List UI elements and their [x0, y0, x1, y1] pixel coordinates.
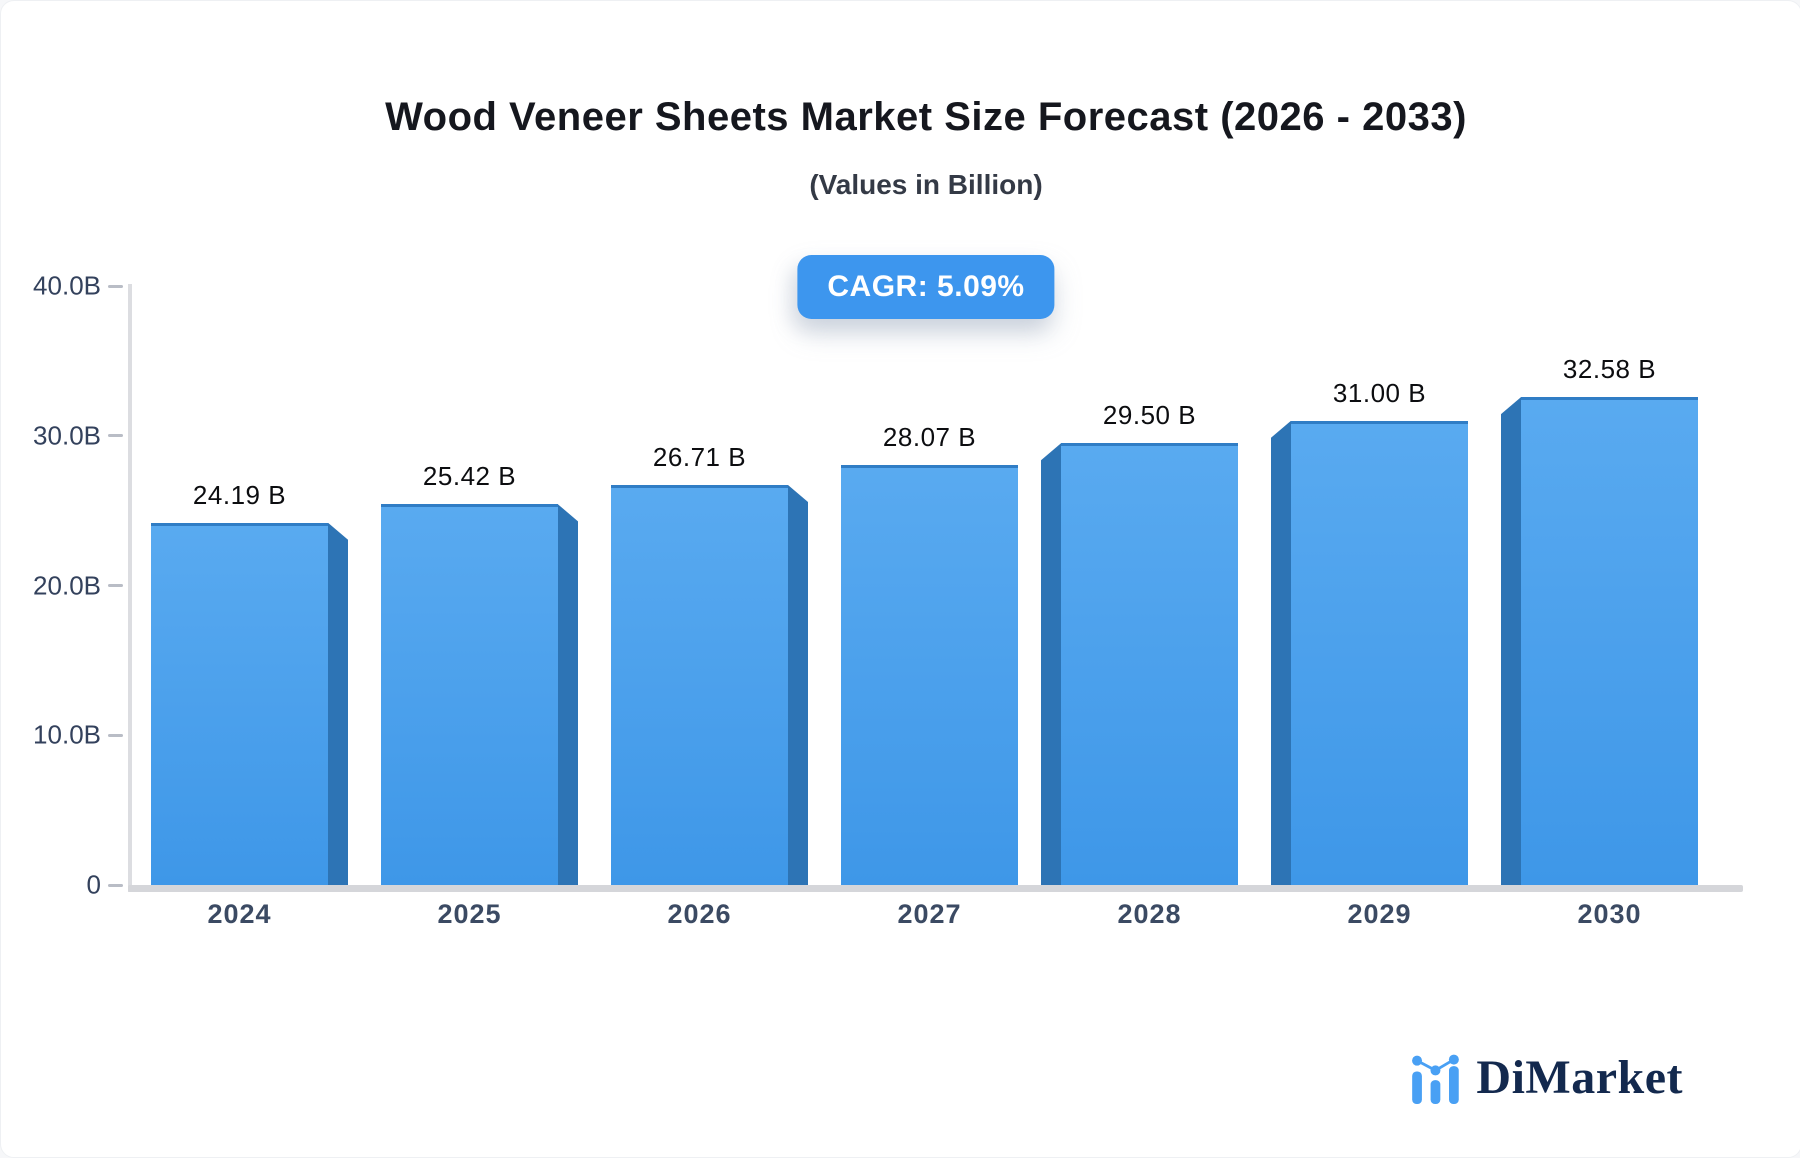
bar-value-label-2027: 28.07 B [882, 421, 977, 452]
bar-2030 [1521, 397, 1698, 885]
bar-3d-side-2030 [1501, 397, 1521, 885]
bar-value-label-2025: 25.42 B [422, 461, 517, 492]
dimarket-logo: DiMarket [1410, 1050, 1683, 1105]
bar-2024 [151, 522, 328, 885]
bar-value-label-2028: 29.50 B [1102, 400, 1197, 431]
chart-title: Wood Veneer Sheets Market Size Forecast … [385, 95, 1467, 139]
y-tick-label-10.0B: 10.0B [33, 719, 101, 750]
bar-2025 [381, 504, 558, 885]
y-tick-label-20.0B: 20.0B [33, 570, 101, 600]
bar-3d-side-2025 [558, 504, 578, 885]
logo-text: DiMarket [1476, 1051, 1683, 1104]
bar-3d-side-2028 [1041, 443, 1061, 885]
chart-subtitle: (Values in Billion) [809, 169, 1043, 200]
y-tick-mark [108, 584, 123, 587]
bar-3d-side-2026 [788, 485, 808, 885]
y-tick-mark [108, 284, 123, 288]
cagr-badge: CAGR: 5.09% [797, 255, 1055, 319]
y-tick-mark [108, 733, 123, 737]
y-tick-label-0: 0 [86, 869, 101, 900]
bar-value-label-2029: 31.00 B [1332, 377, 1427, 408]
bar-2027 [841, 464, 1018, 885]
x-tick-label-2029: 2029 [1347, 899, 1412, 929]
y-tick-label-40.0B: 40.0B [33, 270, 101, 301]
bar-value-label-2024: 24.19 B [192, 479, 287, 510]
x-tick-label-2024: 2024 [207, 899, 272, 929]
x-tick-label-2025: 2025 [437, 899, 502, 929]
bar-chart-logo-icon [1412, 1054, 1460, 1104]
bar-3d-side-2024 [328, 522, 348, 885]
x-tick-label-2030: 2030 [1577, 899, 1642, 929]
x-tick-label-2027: 2027 [897, 899, 962, 929]
x-axis-line [128, 885, 1743, 892]
bar-value-label-2026: 26.71 B [652, 442, 747, 473]
y-tick-mark [108, 434, 123, 438]
bar-value-label-2030: 32.58 B [1562, 354, 1657, 385]
bar-3d-side-2029 [1271, 420, 1291, 885]
y-tick-label-30.0B: 30.0B [33, 420, 101, 451]
x-tick-label-2026: 2026 [667, 899, 732, 929]
y-axis-line [128, 284, 132, 892]
x-tick-label-2028: 2028 [1117, 899, 1182, 929]
bar-2028 [1061, 443, 1238, 885]
bar-2029 [1291, 420, 1468, 885]
bar-2026 [611, 485, 788, 885]
y-tick-mark [108, 883, 123, 887]
